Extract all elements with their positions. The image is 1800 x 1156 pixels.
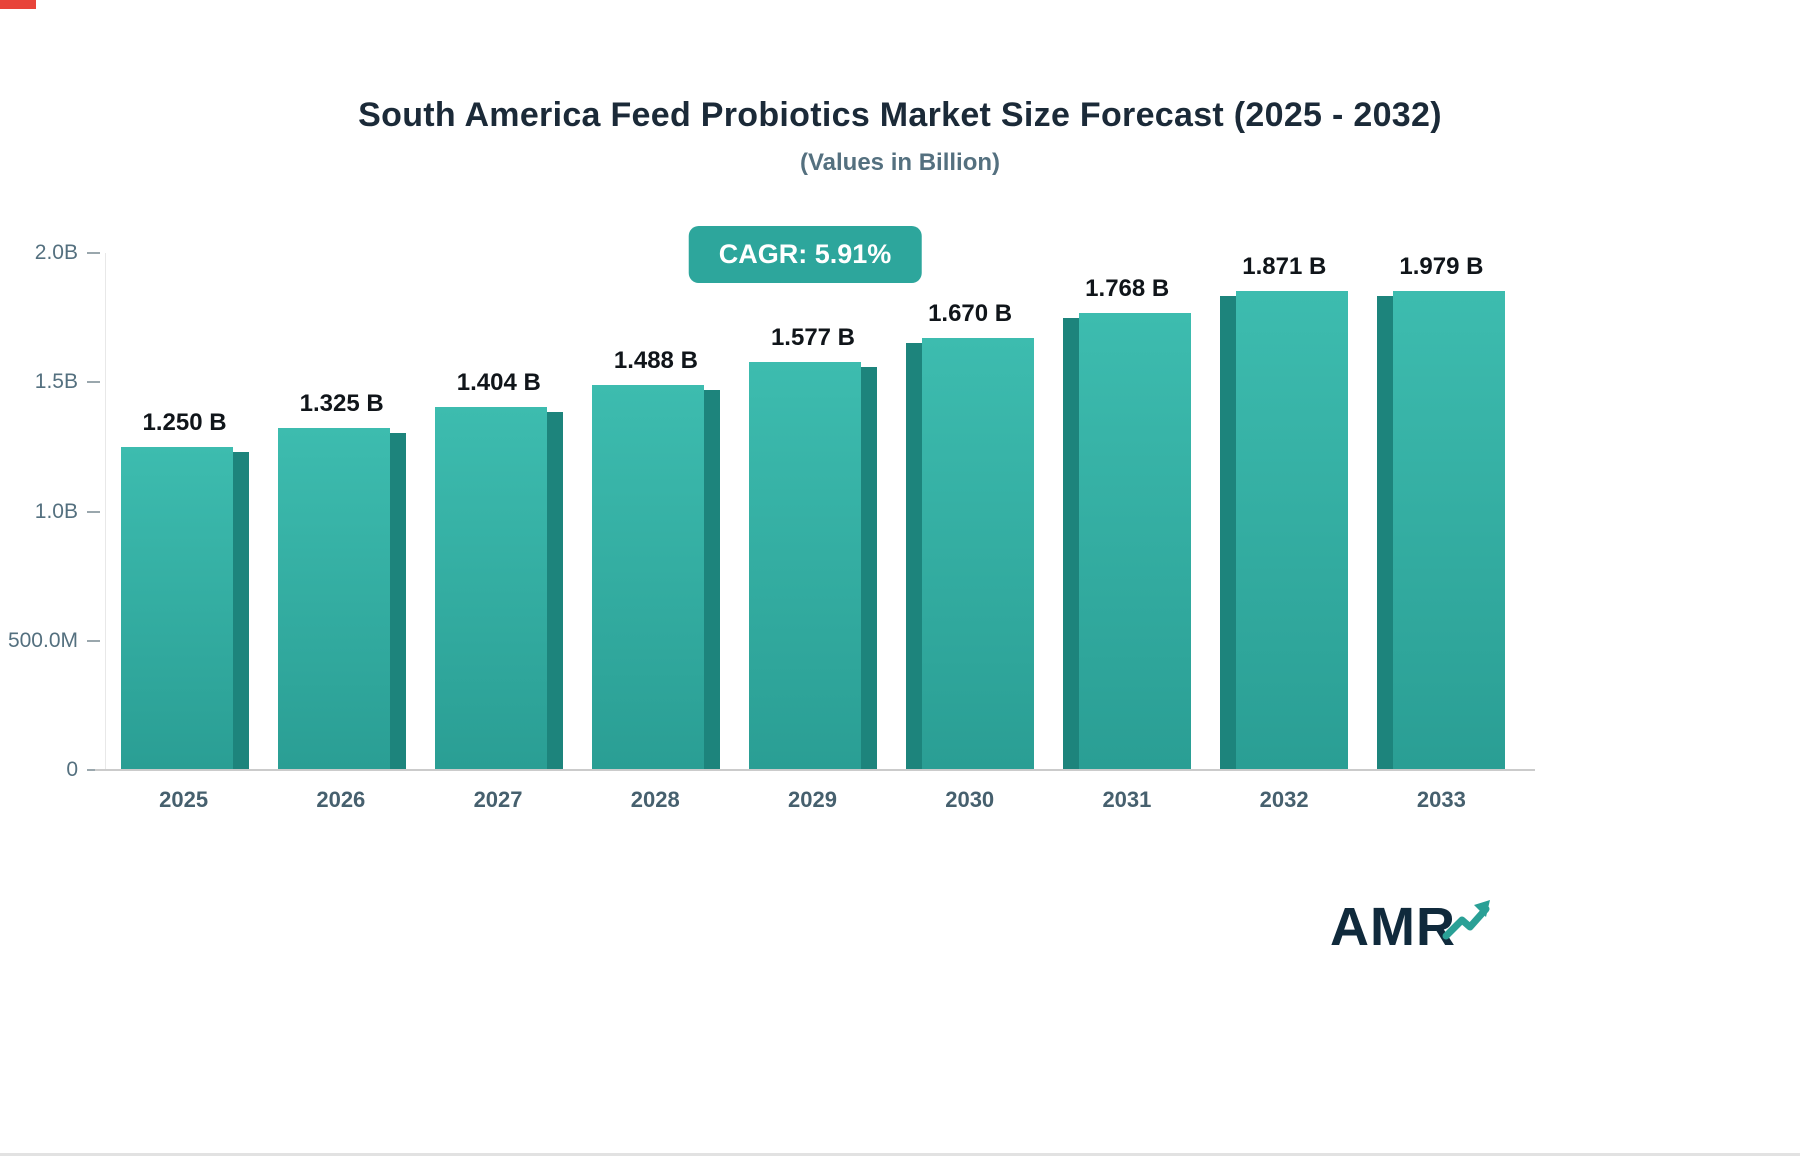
bar-slot: 1.404 B xyxy=(420,253,577,770)
bar-3d-side xyxy=(546,412,563,770)
bar-2031 xyxy=(1063,312,1192,770)
y-tick: 1.5B xyxy=(35,370,100,394)
bar-2030 xyxy=(906,338,1035,770)
amr-logo-arrow-icon xyxy=(1442,898,1494,949)
bar-2033 xyxy=(1377,291,1506,770)
x-axis-baseline xyxy=(95,769,1535,771)
bar-slot: 1.325 B xyxy=(263,253,420,770)
x-axis-label: 2025 xyxy=(159,787,209,812)
amr-logo: AMR xyxy=(1330,896,1494,958)
bar-value-label: 1.768 B xyxy=(1085,274,1170,302)
cagr-badge: CAGR: 5.91% xyxy=(688,226,922,283)
bar-face xyxy=(120,446,233,770)
x-axis-label: 2030 xyxy=(945,787,995,812)
bar-value-label: 1.871 B xyxy=(1242,253,1327,280)
bar-face xyxy=(1079,312,1192,770)
amr-logo-text: AMR xyxy=(1330,897,1456,957)
x-axis-label: 2029 xyxy=(788,787,837,812)
screen-corner-artifact xyxy=(0,0,36,9)
bar-2029 xyxy=(748,362,877,770)
bar-value-label: 1.979 B xyxy=(1399,253,1484,280)
y-tick-mark xyxy=(87,510,100,513)
bar-slot: 1.871 B xyxy=(1206,253,1363,770)
bar-value-label: 1.250 B xyxy=(142,408,227,436)
x-axis-label: 2028 xyxy=(630,787,680,812)
bar-2027 xyxy=(434,407,563,770)
plot-area: 1.250 B 1.325 B 1.404 B 1.488 B 1.577 B 1.670… xyxy=(105,253,1520,770)
bar-3d-side xyxy=(1063,317,1080,770)
y-tick-mark xyxy=(87,252,100,254)
bar-3d-side xyxy=(1220,296,1237,770)
bar-value-label: 1.577 B xyxy=(770,324,856,352)
bar-3d-side xyxy=(232,451,249,770)
bar-face xyxy=(922,338,1035,770)
bar-2026 xyxy=(277,427,406,770)
x-axis-label: 2026 xyxy=(316,787,366,812)
bar-3d-side xyxy=(860,367,877,770)
bar-face xyxy=(1393,291,1506,770)
bar-slot: 1.577 B xyxy=(734,253,891,770)
y-tick-label: 0 xyxy=(66,758,78,781)
bar-3d-side xyxy=(703,390,720,770)
bar-3d-side xyxy=(389,432,406,770)
chart-title: South America Feed Probiotics Market Siz… xyxy=(358,96,1442,134)
y-tick-label: 2.0B xyxy=(34,241,78,264)
y-tick: 500.0M xyxy=(8,629,100,653)
bar-slot: 1.979 B xyxy=(1363,253,1520,770)
bar-value-label: 1.488 B xyxy=(613,347,698,375)
x-axis-label: 2033 xyxy=(1416,787,1466,812)
chart-subtitle: (Values in Billion) xyxy=(799,149,1001,176)
bar-value-label: 1.325 B xyxy=(299,389,384,417)
y-tick: 0 xyxy=(66,758,100,782)
bar-2025 xyxy=(120,446,249,770)
y-tick-label: 500.0M xyxy=(7,628,78,652)
bar-value-label: 1.404 B xyxy=(456,369,541,397)
y-tick: 1.0B xyxy=(35,500,100,524)
bar-3d-side xyxy=(1377,296,1394,770)
x-axis-label: 2032 xyxy=(1259,787,1309,812)
bar-value-label: 1.670 B xyxy=(928,300,1013,328)
x-axis-label: 2027 xyxy=(473,787,523,812)
bar-slot: 1.670 B xyxy=(892,253,1049,770)
bar-face xyxy=(591,385,704,770)
y-tick: 2.0B xyxy=(35,241,100,265)
bar-face xyxy=(277,427,390,770)
y-axis: 0 500.0M 1.0B 1.5B 2.0B xyxy=(0,241,100,781)
y-tick-label: 1.5B xyxy=(34,370,78,394)
y-tick-mark xyxy=(87,769,100,771)
bar-face xyxy=(748,362,861,770)
bar-face xyxy=(434,407,547,770)
y-tick-mark xyxy=(87,381,100,384)
bar-slot: 1.250 B xyxy=(106,253,263,770)
bar-face xyxy=(1236,291,1349,770)
bar-slot: 1.768 B xyxy=(1049,253,1206,770)
x-axis: 2025 2026 2027 2028 2029 2030 2031 2032 2033 xyxy=(105,787,1520,813)
bar-3d-side xyxy=(906,343,923,770)
bar-2028 xyxy=(591,385,720,770)
x-axis-label: 2031 xyxy=(1102,787,1152,812)
bar-2032 xyxy=(1220,291,1349,770)
y-tick-label: 1.0B xyxy=(34,499,78,523)
y-tick-mark xyxy=(87,639,100,642)
bar-slot: 1.488 B xyxy=(577,253,734,770)
